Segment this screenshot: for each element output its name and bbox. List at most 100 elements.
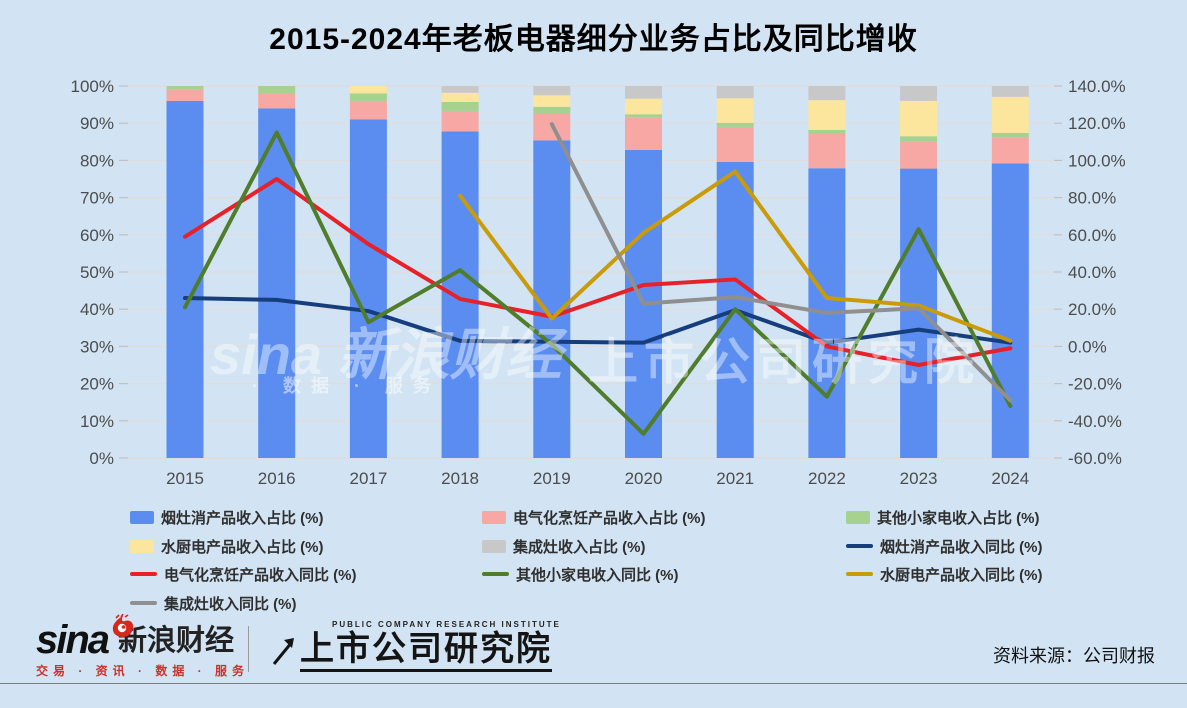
sina-logo-text: sina — [36, 618, 110, 662]
x-axis-label: 2015 — [166, 469, 204, 488]
left-axis-tick-label: 60% — [80, 226, 114, 245]
left-axis-tick-label: 40% — [80, 300, 114, 319]
sina-tagline: 交易 · 资讯 · 数据 · 服务 — [36, 664, 249, 678]
bar-segment-hood-stove-share — [258, 108, 296, 458]
bar-segment-kitchen-water-share — [991, 96, 1029, 133]
right-axis-tick-label: 100.0% — [1068, 151, 1126, 170]
x-axis-label: 2024 — [991, 469, 1029, 488]
legend-label: 其他小家电收入占比 (%) — [877, 509, 1040, 527]
chart-title: 2015-2024年老板电器细分业务占比及同比增收 — [269, 23, 918, 56]
x-axis-label: 2019 — [533, 469, 571, 488]
bar-segment-hood-stove-share — [991, 163, 1029, 458]
right-axis-tick-label: 60.0% — [1068, 226, 1116, 245]
legend-swatch-other-small-appliance-share — [846, 510, 870, 524]
bar-segment-electric-cooking-share — [900, 141, 938, 169]
bar-segment-hood-stove-share — [441, 131, 479, 458]
x-axis-label: 2016 — [258, 469, 296, 488]
bar-segment-other-small-appliance-share — [991, 132, 1029, 138]
footer-rule — [0, 683, 1187, 684]
institute-name: 上市公司研究院 — [300, 629, 552, 672]
bar-segment-electric-cooking-share — [258, 93, 296, 109]
yoy-lines — [183, 122, 1013, 436]
bar-segment-integrated-stove-share — [625, 86, 662, 99]
right-axis-tick-label: 140.0% — [1068, 77, 1126, 96]
bar-segment-kitchen-water-share — [808, 100, 846, 130]
bar-segment-other-small-appliance-share — [349, 93, 387, 101]
right-axis-tick-label: -60.0% — [1068, 449, 1122, 468]
legend-item-electric-cooking-share: 电气化烹饪产品收入占比 (%) — [482, 507, 706, 527]
right-axis-tick-label: 40.0% — [1068, 263, 1116, 282]
x-axis-label: 2021 — [716, 469, 754, 488]
legend-line-swatch-integrated-stove-yoy — [130, 601, 157, 605]
x-axis-label: 2022 — [808, 469, 846, 488]
bar-segment-kitchen-water-share — [625, 98, 662, 115]
right-axis-tick-label: -20.0% — [1068, 375, 1122, 394]
left-axis-tick-label: 80% — [80, 151, 114, 170]
bar-segment-kitchen-water-share — [533, 95, 571, 107]
left-axis-tick-label: 90% — [80, 114, 114, 133]
sina-flame-icon — [112, 614, 134, 637]
legend-item-integrated-stove-yoy: 集成灶收入同比 (%) — [130, 593, 297, 613]
legend-line-swatch-hood-stove-yoy — [846, 544, 873, 548]
bar-segment-kitchen-water-share — [900, 100, 938, 137]
legend-item-electric-cooking-yoy: 电气化烹饪产品收入同比 (%) — [130, 564, 357, 584]
legend-label: 集成灶收入同比 (%) — [164, 595, 297, 613]
left-axis-tick-label: 100% — [71, 77, 114, 96]
bar-segment-hood-stove-share — [900, 168, 938, 459]
bar-segment-integrated-stove-share — [900, 86, 938, 101]
legend-line-swatch-electric-cooking-yoy — [130, 572, 157, 576]
bar-segment-other-small-appliance-share — [166, 86, 204, 90]
bar-segment-kitchen-water-share — [441, 92, 479, 102]
bar-segment-other-small-appliance-share — [625, 114, 662, 118]
bar-segment-electric-cooking-share — [441, 110, 479, 132]
right-axis-tick-label: -40.0% — [1068, 412, 1122, 431]
gridlines: 100% 90% 80% 70% 60% 50% 40% 30% 20% 10% 0% 140.0% 1… — [71, 77, 1126, 468]
line-kitchen-water-yoy — [458, 169, 1013, 343]
left-axis-tick-label: 50% — [80, 263, 114, 282]
bar-segment-hood-stove-share — [349, 119, 387, 459]
legend-label: 电气化烹饪产品收入占比 (%) — [513, 509, 706, 527]
bar-segment-integrated-stove-share — [441, 86, 479, 93]
legend-label: 水厨电产品收入同比 (%) — [880, 566, 1043, 584]
data-source-label: 资料来源：公司财报 — [993, 646, 1155, 666]
bar-segment-electric-cooking-share — [808, 133, 846, 169]
bar-segment-other-small-appliance-share — [900, 136, 938, 142]
legend-item-kitchen-water-yoy: 水厨电产品收入同比 (%) — [846, 564, 1043, 584]
bar-segment-hood-stove-share — [166, 100, 204, 458]
legend-swatch-integrated-stove-share — [482, 539, 506, 553]
right-axis-tick-label: 20.0% — [1068, 300, 1116, 319]
legend-label: 烟灶消产品收入占比 (%) — [161, 509, 324, 527]
x-axis-label: 2017 — [349, 469, 387, 488]
line-electric-cooking-yoy — [183, 177, 1013, 367]
bar-segment-other-small-appliance-share — [808, 129, 846, 134]
bar-segment-electric-cooking-share — [991, 137, 1029, 164]
legend-label: 集成灶收入占比 (%) — [513, 538, 646, 556]
bar-segment-kitchen-water-share — [349, 86, 387, 94]
left-axis-tick-label: 30% — [80, 337, 114, 356]
sina-finance-logo: sina 新浪财经 交易 · 资讯 · 数据 · 服务 — [36, 614, 249, 679]
bar-segment-kitchen-water-share — [716, 98, 754, 123]
bar-segment-electric-cooking-share — [349, 100, 387, 120]
legend-swatch-hood-stove-share — [130, 510, 154, 524]
legend-item-hood-stove-yoy: 烟灶消产品收入同比 (%) — [846, 536, 1043, 556]
bar-segment-integrated-stove-share — [991, 86, 1029, 97]
legend-swatch-electric-cooking-share — [482, 510, 506, 524]
left-axis-tick-label: 10% — [80, 412, 114, 431]
x-axis-label: 2018 — [441, 469, 479, 488]
right-axis-tick-label: 0.0% — [1068, 337, 1107, 356]
left-axis-tick-label: 0% — [89, 449, 114, 468]
research-institute-logo: PUBLIC COMPANY RESEARCH INSTITUTE 上市公司研究… — [272, 620, 561, 672]
line-hood-stove-yoy — [183, 296, 1013, 345]
right-axis-tick-label: 120.0% — [1068, 114, 1126, 133]
legend-item-kitchen-water-share: 水厨电产品收入占比 (%) — [130, 536, 324, 556]
footer: sina 新浪财经 交易 · 资讯 · 数据 · 服务 PUBLIC COMPA… — [0, 614, 1187, 708]
x-axis-labels: 2015 2016 2017 2018 2019 2020 2021 2022 2023 2024 — [166, 469, 1029, 488]
legend-label: 其他小家电收入同比 (%) — [516, 566, 679, 584]
legend-label: 烟灶消产品收入同比 (%) — [880, 538, 1043, 556]
stacked-bars — [166, 86, 1029, 459]
legend-item-hood-stove-share: 烟灶消产品收入占比 (%) — [130, 507, 324, 527]
bar-segment-other-small-appliance-share — [441, 101, 479, 111]
legend-line-swatch-kitchen-water-yoy — [846, 572, 873, 576]
legend-label: 水厨电产品收入占比 (%) — [161, 538, 324, 556]
